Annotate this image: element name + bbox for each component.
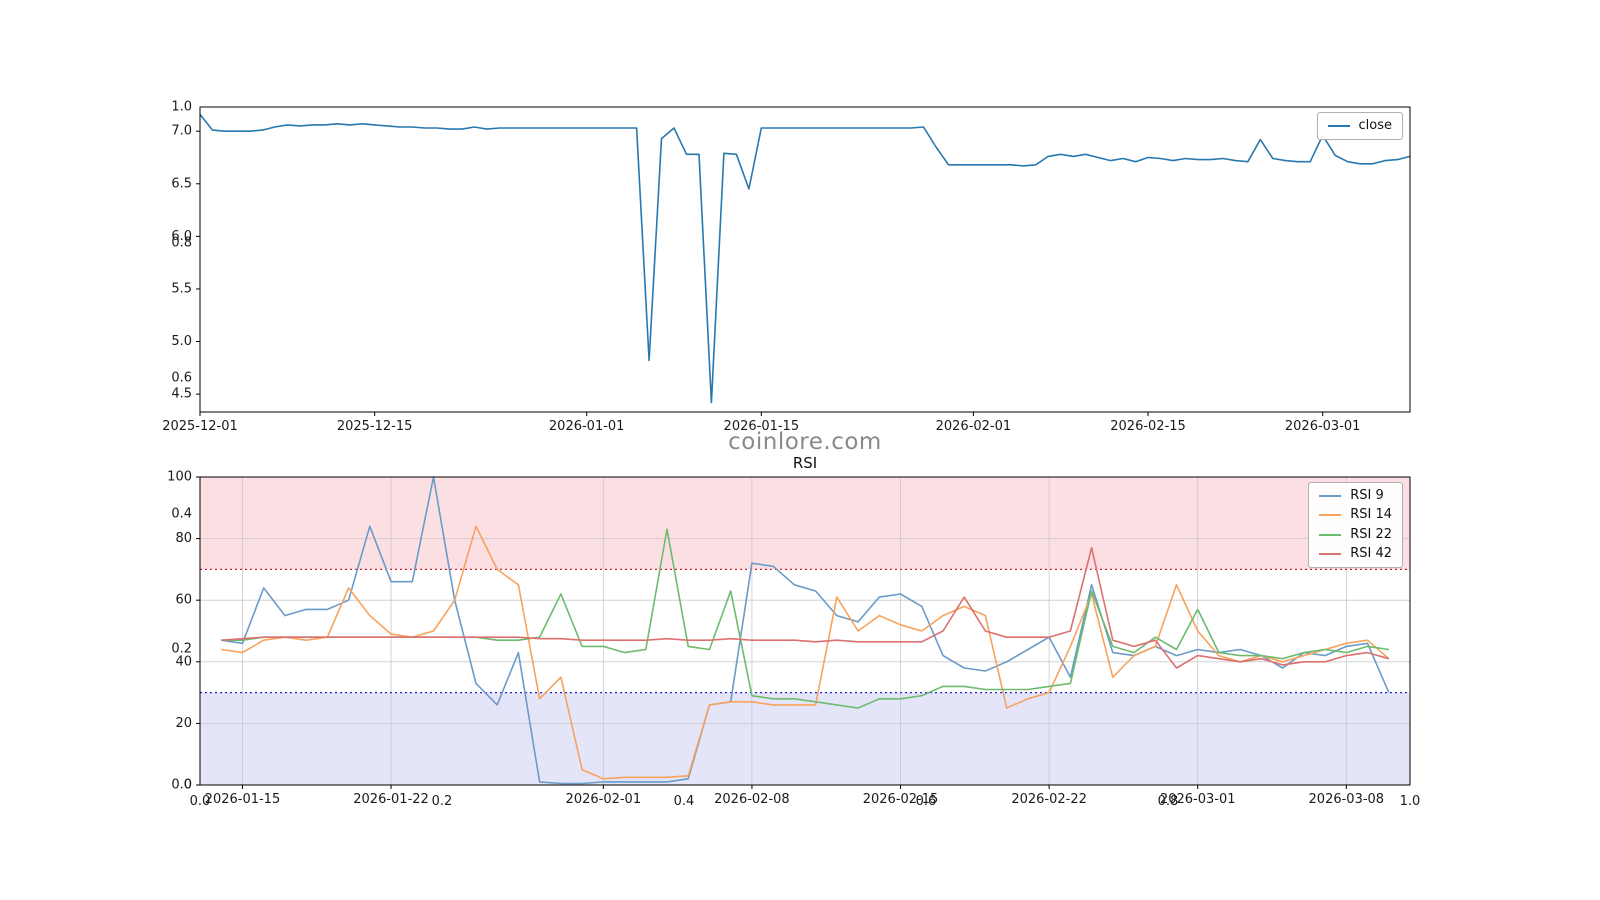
legend-line-swatch (1319, 495, 1342, 498)
overlay-y-tick: 0.0 (171, 777, 192, 793)
series-line-rsi-14 (221, 525, 1390, 780)
overlay-x-tick: 0.6 (915, 794, 937, 809)
overlay-y-tick: 0.8 (171, 235, 192, 251)
overlay-y-tick: 0.6 (171, 370, 192, 386)
price-y-tick-label: 6.5 (171, 176, 192, 191)
price-axes-frame (199, 106, 1411, 413)
legend-label: RSI 14 (1350, 507, 1392, 523)
price-x-tick-label: 2026-02-15 (1110, 419, 1186, 434)
overlay-y-tick: 0.4 (171, 506, 192, 522)
overlay-y-tick: 0.2 (171, 641, 192, 657)
price-x-tick-label: 2026-02-01 (936, 419, 1012, 434)
rsi-legend: RSI 9 RSI 14 RSI 22 RSI 42 (1308, 482, 1403, 569)
price-x-tick-label: 2025-12-15 (337, 419, 413, 434)
price-y-tick-label: 6.0 (171, 229, 192, 244)
rsi-y-tick-label: 20 (175, 716, 192, 731)
price-x-tick-label: 2025-12-01 (162, 419, 238, 434)
legend-line-swatch (1319, 533, 1342, 536)
rsi-y-tick-label: 80 (175, 531, 192, 546)
legend-item-rsi-14: RSI 14 (1319, 507, 1392, 523)
legend-label: RSI 9 (1350, 488, 1384, 503)
rsi-y-tick-label: 60 (175, 593, 192, 608)
overlay-x-tick: 0.4 (673, 794, 695, 809)
rsi-x-tick-label: 2026-03-08 (1309, 792, 1385, 807)
price-y-tick-label: 4.5 (171, 387, 192, 402)
rsi-y-tick-label: 100 (167, 470, 192, 485)
overlay-y-tick: 1.0 (171, 99, 192, 115)
legend-item-rsi-9: RSI 9 (1319, 488, 1392, 503)
legend-label: RSI 42 (1350, 545, 1392, 561)
rsi-chart-title: RSI (792, 454, 818, 472)
series-line-rsi-9 (221, 476, 1390, 785)
legend-item-rsi-22: RSI 22 (1319, 526, 1392, 542)
price-y-tick-label: 7.0 (171, 124, 192, 139)
overlay-x-tick: 0.8 (1157, 794, 1179, 809)
rsi-x-tick-label: 2026-02-08 (714, 792, 790, 807)
overlay-x-tick: 1.0 (1399, 794, 1421, 809)
rsi-axes-frame (199, 476, 1411, 786)
rsi-y-tick-label: 40 (175, 654, 192, 669)
overlay-x-tick: 0.2 (431, 794, 453, 809)
price-y-tick-label: 5.5 (171, 281, 192, 296)
series-line-rsi-42 (221, 547, 1390, 669)
legend-item-close: close (1327, 118, 1392, 133)
rsi-x-tick-label: 2026-02-01 (566, 792, 642, 807)
price-legend: close (1316, 112, 1403, 141)
rsi-x-tick-label: 2026-03-01 (1160, 792, 1236, 807)
price-x-tick-label: 2026-01-01 (549, 419, 625, 434)
watermark-text: coinlore.com (728, 429, 882, 455)
rsi-y-tick-label: 0 (184, 778, 192, 793)
legend-line-swatch (1319, 514, 1342, 517)
series-line-close (199, 113, 1411, 404)
price-y-tick-label: 5.0 (171, 334, 192, 349)
rsi-x-tick-label: 2026-02-22 (1011, 792, 1087, 807)
rsi-x-tick-label: 2026-02-15 (863, 792, 939, 807)
legend-line-swatch (1327, 125, 1350, 128)
overlay-x-tick: 0.0 (189, 794, 211, 809)
oversold-band (200, 692, 1410, 785)
price-x-tick-label: 2026-01-15 (724, 419, 800, 434)
rsi-x-tick-label: 2026-01-15 (205, 792, 281, 807)
rsi-x-tick-label: 2026-01-22 (353, 792, 429, 807)
overbought-band (200, 477, 1410, 570)
price-x-tick-label: 2026-03-01 (1285, 419, 1361, 434)
legend-item-rsi-42: RSI 42 (1319, 545, 1392, 561)
legend-label: close (1358, 118, 1392, 133)
legend-label: RSI 22 (1350, 526, 1392, 542)
legend-line-swatch (1319, 553, 1342, 556)
